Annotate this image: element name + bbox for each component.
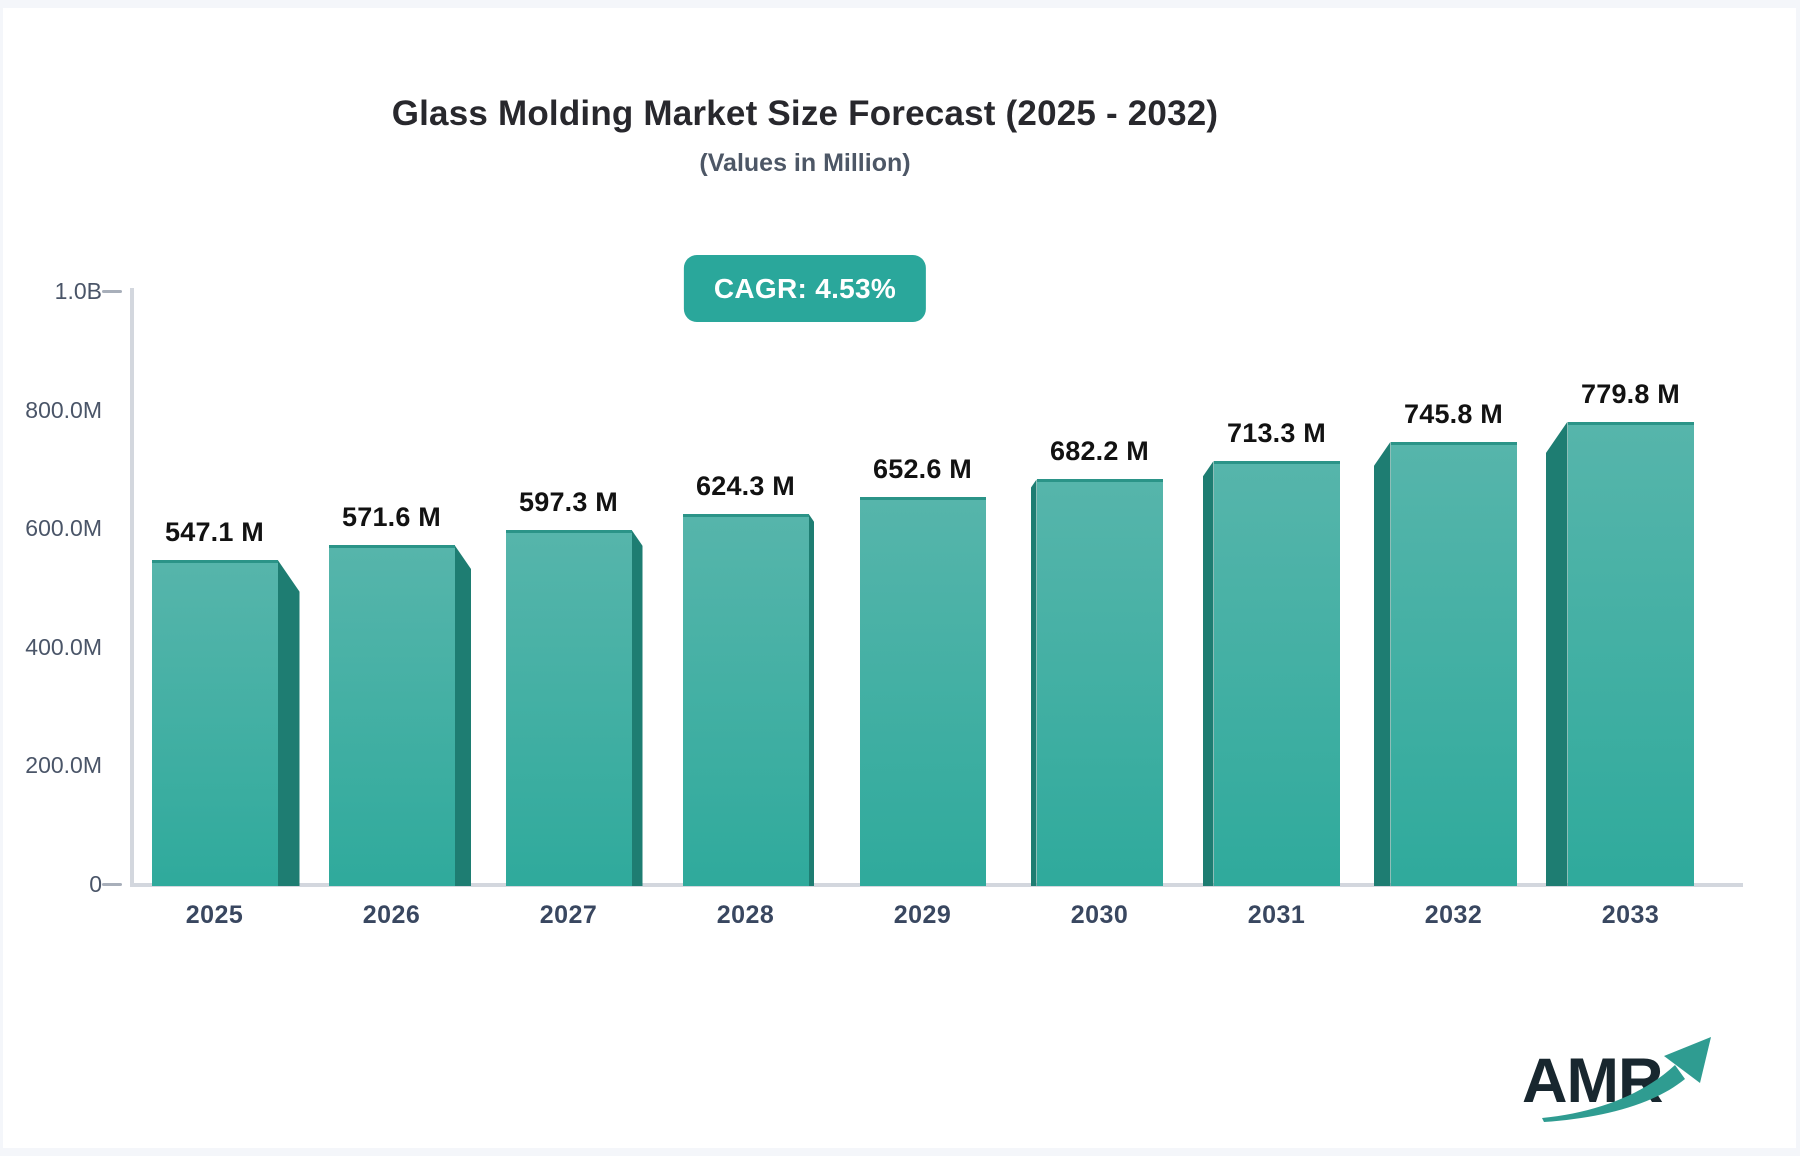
x-axis-category-label: 2032 <box>1424 901 1483 929</box>
bar-side-face-2032 <box>1374 441 1391 886</box>
y-axis-tick-mark <box>102 883 122 886</box>
x-axis-category-label: 2031 <box>1247 901 1306 929</box>
y-axis-line <box>130 288 134 887</box>
bar-value-label: 779.8 M <box>1581 378 1680 409</box>
page-frame-left <box>0 0 3 1156</box>
bar-2028 <box>682 513 809 886</box>
y-axis-tick-mark <box>102 290 122 293</box>
bar-value-label: 652.6 M <box>873 454 972 484</box>
bar-2027 <box>505 529 632 886</box>
bar-side-face-2026 <box>454 545 471 886</box>
amr-logo-swoosh <box>1542 1065 1685 1122</box>
cagr-badge: CAGR: 4.53% <box>683 255 927 322</box>
bar-value-label: 597.3 M <box>519 486 618 517</box>
bar-2031 <box>1213 461 1340 886</box>
y-axis-tick-label: 200.0M <box>25 752 102 779</box>
y-axis-tick-label: 600.0M <box>25 515 102 542</box>
amr-logo-arrowhead <box>1664 1037 1711 1083</box>
bar-value-label: 745.8 M <box>1404 398 1503 429</box>
bar-2033 <box>1567 421 1694 886</box>
bar-2025 <box>151 559 278 886</box>
bar-value-label: 624.3 M <box>696 470 795 501</box>
chart-header: Glass Molding Market Size Forecast (2025… <box>0 92 1610 180</box>
bar-side-face-2031 <box>1202 461 1214 886</box>
x-axis-category-label: 2026 <box>362 901 421 929</box>
x-axis-category-label: 2028 <box>716 901 775 929</box>
chart-title: Glass Molding Market Size Forecast (2025… <box>391 94 1219 133</box>
bar-value-label: 682.2 M <box>1050 436 1149 467</box>
bar-2032 <box>1390 441 1517 886</box>
amr-logo-text: AMR <box>1522 1046 1663 1116</box>
y-axis-tick-label: 0 <box>89 871 102 897</box>
amr-logo: AMR <box>1522 1037 1711 1122</box>
chart-subtitle: (Values in Million) <box>699 149 911 177</box>
x-axis-category-label: 2027 <box>539 901 598 929</box>
x-axis-category-label: 2029 <box>893 901 952 929</box>
bar-side-face-2027 <box>631 529 643 886</box>
bar-2026 <box>328 545 455 886</box>
bar-2029 <box>859 497 986 886</box>
page-frame-bottom <box>0 1148 1800 1156</box>
bar-side-face-2033 <box>1545 421 1568 886</box>
bar-side-face-2030 <box>1031 479 1037 886</box>
page-frame-right <box>1796 0 1800 1156</box>
bar-value-label: 571.6 M <box>342 502 441 533</box>
page-frame-top <box>0 0 1800 8</box>
bar-side-face-2028 <box>808 513 814 886</box>
bar-value-label: 547.1 M <box>165 516 264 547</box>
y-axis-tick-label: 1.0B <box>54 278 102 304</box>
x-axis-category-label: 2030 <box>1070 901 1129 929</box>
bar-side-face-2025 <box>277 559 300 886</box>
x-axis-category-label: 2033 <box>1601 901 1660 929</box>
bar-value-label: 713.3 M <box>1227 418 1326 448</box>
y-axis-tick-label: 800.0M <box>25 396 102 423</box>
bar-2030 <box>1036 479 1163 886</box>
y-axis-tick-label: 400.0M <box>25 633 102 660</box>
x-axis-category-label: 2025 <box>185 901 244 929</box>
